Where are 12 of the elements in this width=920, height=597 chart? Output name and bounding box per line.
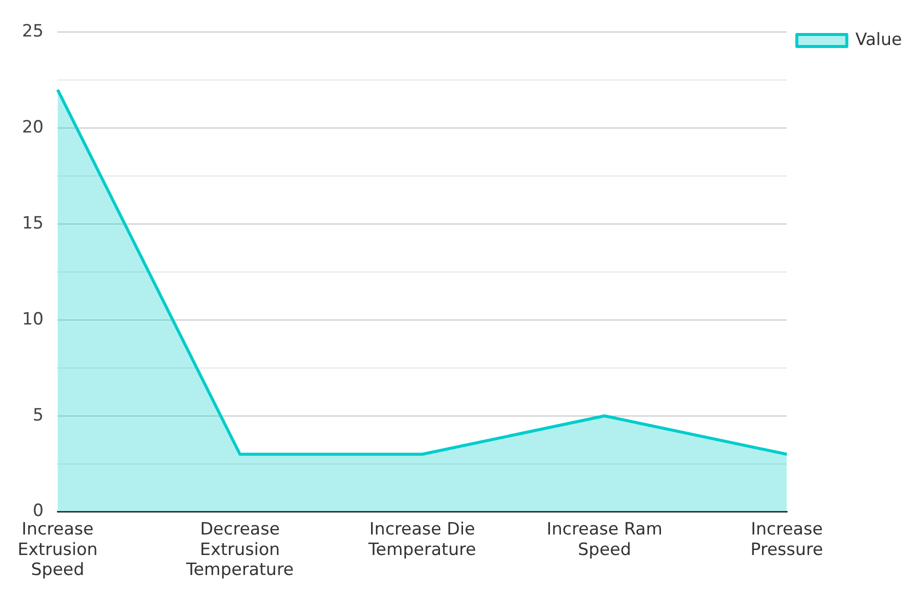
- legend-label: Value: [855, 30, 902, 50]
- y-tick-label: 0: [32, 501, 44, 522]
- x-tick-label: Increase Pressure: [750, 519, 824, 560]
- x-tick-label: Decrease Extrusion Temperature: [185, 519, 294, 580]
- y-tick-label: 5: [32, 405, 44, 426]
- x-tick-label: Increase Extrusion Speed: [18, 519, 98, 580]
- y-tick-label: 20: [22, 118, 44, 138]
- x-tick-label: Increase Die Temperature: [367, 519, 476, 560]
- y-tick-label: 10: [22, 309, 44, 330]
- y-tick-label: 15: [22, 213, 44, 234]
- x-tick-label: Increase Ram Speed: [546, 519, 662, 560]
- y-tick-label: 25: [22, 22, 44, 42]
